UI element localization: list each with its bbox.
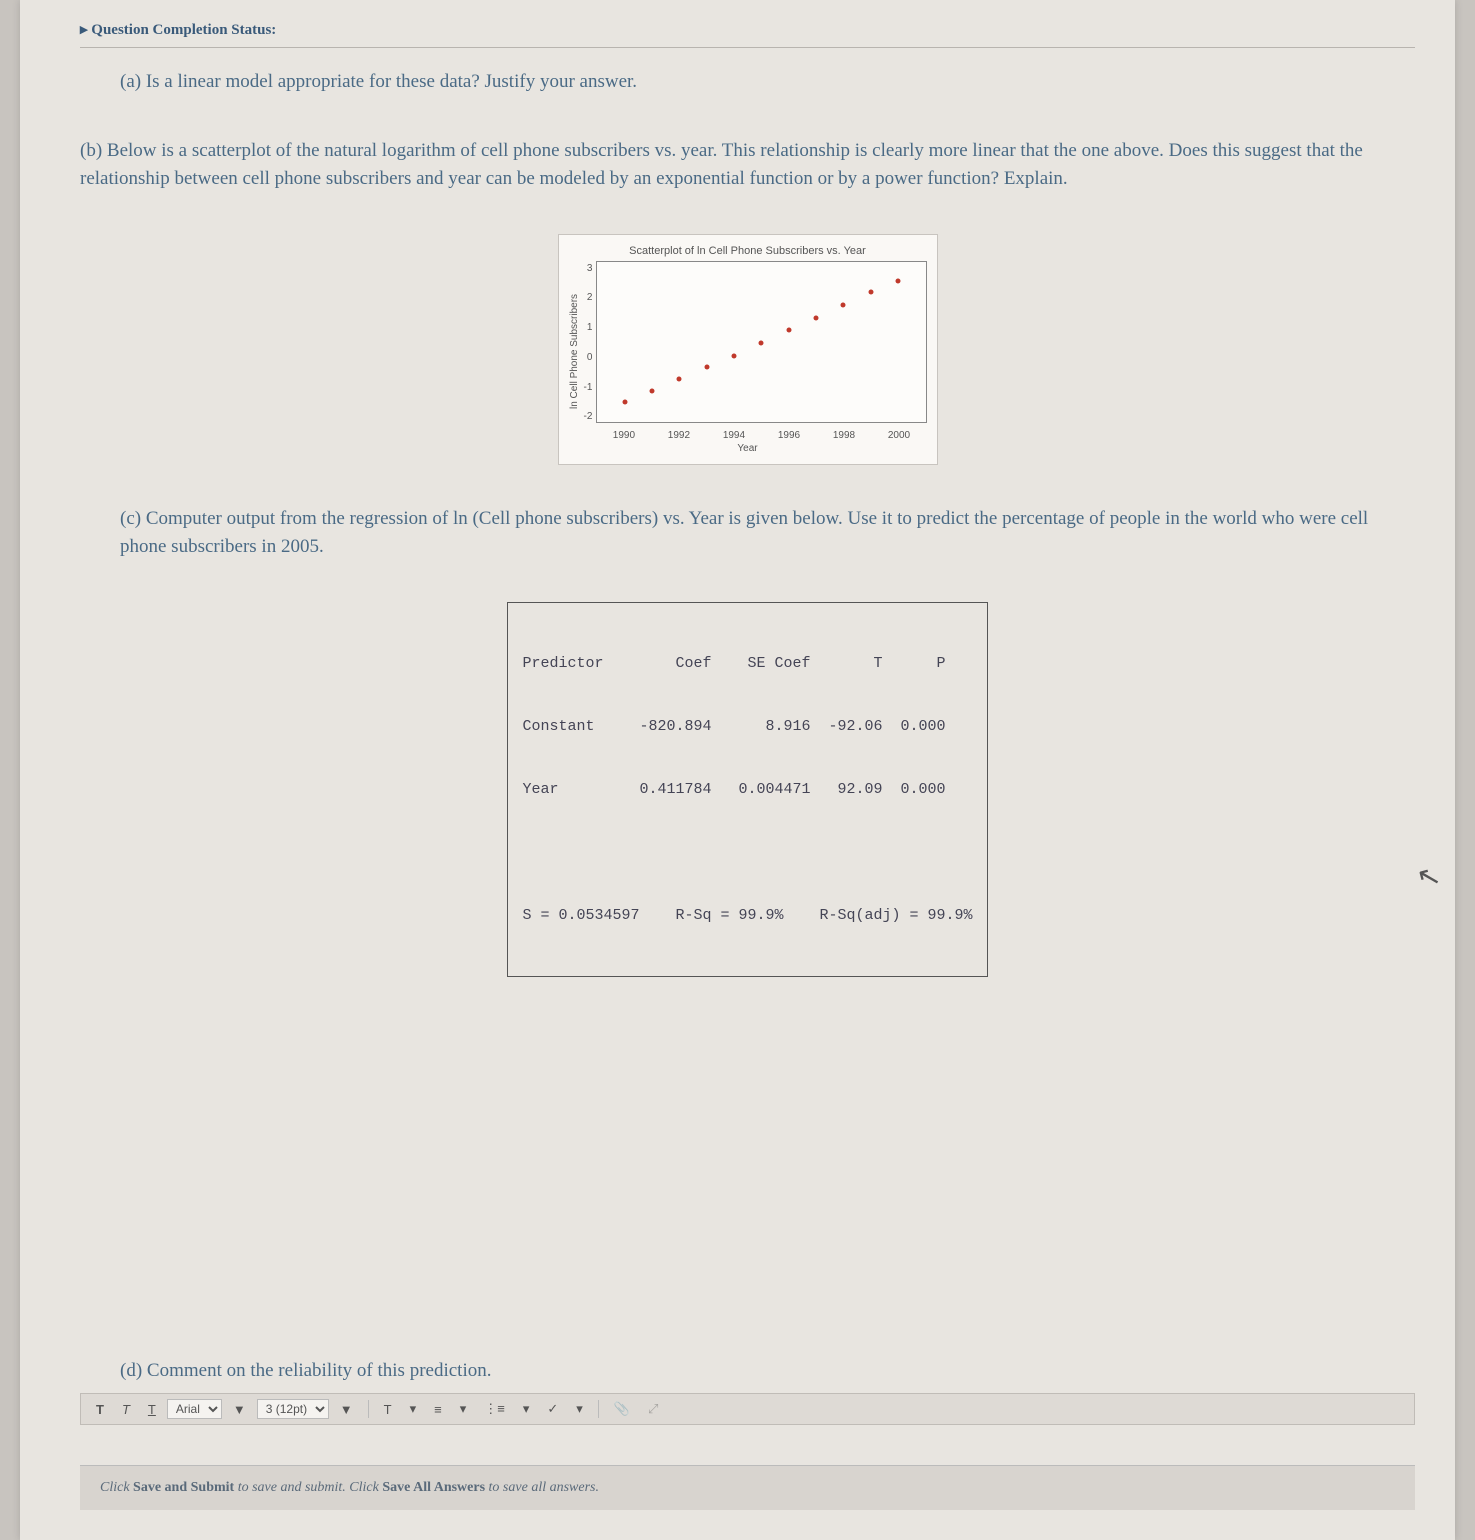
scatter-point (677, 377, 682, 382)
font-size-dropdown-icon[interactable]: ▼ (333, 1399, 360, 1420)
regression-table-wrapper: Predictor Coef SE Coef T P Constant -820… (80, 602, 1415, 977)
scatter-point (759, 340, 764, 345)
scatter-point (786, 328, 791, 333)
scatterplot-chart: Scatterplot of ln Cell Phone Subscribers… (558, 234, 938, 465)
scatter-point (896, 279, 901, 284)
scatter-point (622, 399, 627, 404)
reg-row-year: Year 0.411784 0.004471 92.09 0.000 (522, 779, 972, 800)
completion-status-bar: ▸ Question Completion Status: (80, 20, 1415, 48)
attach-button[interactable]: 📎 (607, 1398, 637, 1420)
rich-text-toolbar: T T T Arial ▼ 3 (12pt) ▼ T ▾ ≡ ▾ ⋮≡ ▾ ✓ … (80, 1393, 1415, 1425)
font-family-select[interactable]: Arial (167, 1399, 222, 1419)
expand-button[interactable]: ⤢ (641, 1398, 665, 1420)
italic-button[interactable]: T (115, 1399, 137, 1420)
scatter-point (841, 303, 846, 308)
x-tick: 1998 (833, 430, 855, 441)
reg-blank (522, 842, 972, 863)
plot-border (596, 261, 926, 423)
text-color-dropdown-icon[interactable]: ▾ (403, 1398, 424, 1420)
bullet-dropdown-icon[interactable]: ▾ (453, 1398, 474, 1420)
footer-text-1: Click (100, 1480, 133, 1495)
chart-title: Scatterplot of ln Cell Phone Subscribers… (569, 245, 927, 257)
scatter-point (704, 364, 709, 369)
footer-instructions: Click Save and Submit to save and submit… (80, 1465, 1415, 1510)
reg-header: Predictor Coef SE Coef T P (522, 653, 972, 674)
bullet-list-button[interactable]: ≡ (427, 1399, 449, 1420)
x-tick: 1990 (613, 430, 635, 441)
chart-wrapper: Scatterplot of ln Cell Phone Subscribers… (80, 234, 1415, 465)
reg-row-constant: Constant -820.894 8.916 -92.06 0.000 (522, 716, 972, 737)
question-a: (a) Is a linear model appropriate for th… (120, 68, 1415, 97)
spellcheck-button[interactable]: ✓ (540, 1398, 565, 1420)
y-tick: -1 (584, 382, 593, 393)
text-color-button[interactable]: T (377, 1399, 399, 1420)
page-container: ▸ Question Completion Status: (a) Is a l… (20, 0, 1455, 1540)
scatter-point (868, 290, 873, 295)
chart-area: ln Cell Phone Subscribers 3210-1-2 19901… (569, 261, 927, 441)
y-tick: 3 (584, 263, 593, 274)
separator (598, 1400, 599, 1418)
y-axis-label: ln Cell Phone Subscribers (569, 261, 580, 441)
regression-output: Predictor Coef SE Coef T P Constant -820… (507, 602, 987, 977)
bold-button[interactable]: T (89, 1399, 111, 1420)
footer-text-3: to save all answers. (485, 1480, 599, 1495)
plot-region: 1990 1992 1994 1996 1998 2000 (596, 261, 926, 441)
question-d: (d) Comment on the reliability of this p… (120, 1357, 1415, 1386)
question-c: (c) Computer output from the regression … (120, 505, 1415, 562)
x-tick: 2000 (888, 430, 910, 441)
underline-button[interactable]: T (141, 1399, 163, 1420)
scatter-point (732, 353, 737, 358)
reg-summary: S = 0.0534597 R-Sq = 99.9% R-Sq(adj) = 9… (522, 905, 972, 926)
question-b: (b) Below is a scatterplot of the natura… (80, 137, 1415, 194)
numbered-list-button[interactable]: ⋮≡ (477, 1398, 512, 1420)
spellcheck-dropdown-icon[interactable]: ▾ (569, 1398, 590, 1420)
x-tick: 1996 (778, 430, 800, 441)
numbered-dropdown-icon[interactable]: ▾ (516, 1398, 537, 1420)
save-submit-label: Save and Submit (133, 1480, 234, 1495)
separator (368, 1400, 369, 1418)
y-axis-ticks: 3 2 1 0 -1 -2 (580, 261, 597, 441)
spacer (80, 977, 1415, 1357)
font-size-select[interactable]: 3 (12pt) (257, 1399, 329, 1419)
x-tick: 1994 (723, 430, 745, 441)
save-all-label: Save All Answers (382, 1480, 485, 1495)
x-tick: 1992 (668, 430, 690, 441)
x-axis-label: Year (569, 443, 927, 454)
y-tick: 0 (584, 352, 593, 363)
font-family-dropdown-icon[interactable]: ▼ (226, 1399, 253, 1420)
y-tick: 2 (584, 292, 593, 303)
footer-text-2: to save and submit. Click (234, 1480, 382, 1495)
x-axis-ticks: 1990 1992 1994 1996 1998 2000 (596, 430, 926, 441)
y-tick: 1 (584, 322, 593, 333)
y-tick: -2 (584, 411, 593, 422)
scatter-point (650, 388, 655, 393)
scatter-point (814, 315, 819, 320)
